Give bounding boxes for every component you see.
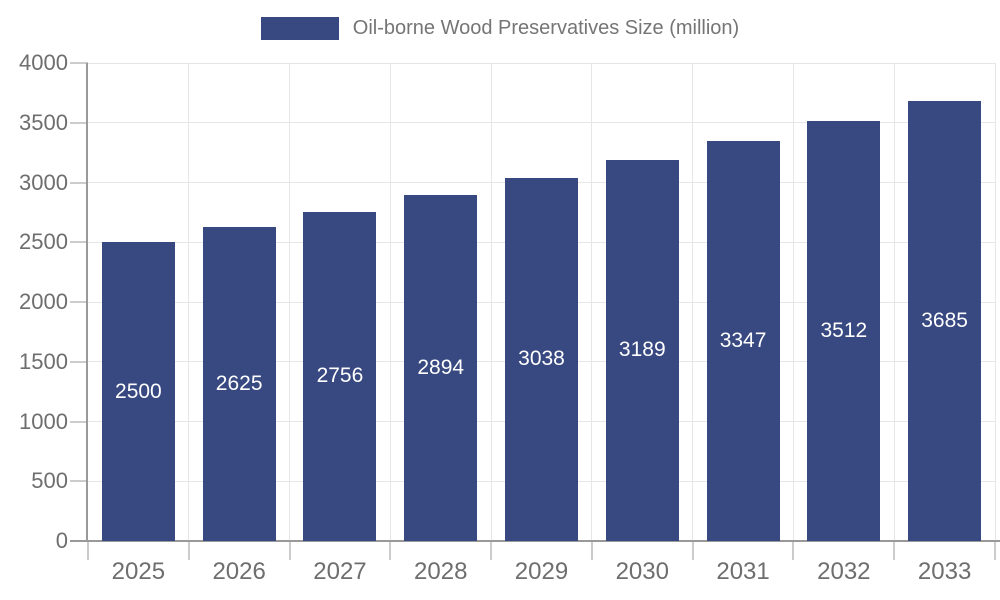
v-gridline (389, 63, 391, 541)
x-tick-label: 2028 (414, 558, 468, 585)
bar (605, 159, 679, 541)
y-tick-label: 2500 (19, 229, 68, 255)
y-axis-line (86, 63, 88, 541)
x-axis-tick (288, 541, 291, 560)
v-gridline (893, 63, 895, 541)
bar (706, 141, 780, 541)
v-gridline (792, 63, 794, 541)
bar-value-label: 2625 (215, 372, 263, 396)
y-tick-label: 500 (31, 468, 68, 494)
x-tick-label: 2025 (111, 558, 166, 585)
y-axis-tick (70, 360, 88, 363)
bar (303, 211, 377, 541)
bar-value-label: 2500 (115, 379, 162, 403)
y-tick-label: 4000 (19, 50, 68, 75)
bar (202, 227, 276, 541)
x-tick-label: 2031 (716, 558, 770, 585)
x-tick-label: 2032 (817, 558, 871, 585)
y-axis-tick (70, 62, 88, 64)
v-gridline (692, 63, 694, 541)
bar (908, 100, 982, 541)
y-axis-tick (70, 480, 88, 483)
x-axis-tick (187, 541, 190, 560)
x-tick-label: 2026 (212, 558, 266, 585)
x-axis-tick (893, 541, 896, 560)
bar-value-label: 3685 (921, 308, 968, 332)
x-axis-tick (590, 541, 593, 560)
y-tick-label: 1000 (19, 408, 68, 434)
legend-label: Oil-borne Wood Preservatives Size (milli… (352, 17, 740, 39)
h-gridline (88, 62, 995, 64)
x-tick-label: 2029 (514, 558, 569, 585)
v-gridline (289, 63, 291, 541)
bar (101, 242, 175, 541)
y-tick-label: 1500 (19, 348, 68, 374)
y-axis-tick (70, 420, 88, 423)
x-axis-tick (87, 541, 89, 560)
bar-value-label: 3347 (719, 329, 767, 353)
bar (404, 195, 478, 541)
y-tick-label: 3000 (19, 169, 68, 195)
x-axis-tick (389, 541, 392, 560)
y-axis-tick (70, 121, 88, 124)
v-gridline (591, 63, 593, 541)
y-tick-label: 3500 (19, 109, 68, 135)
x-axis-tick (691, 541, 694, 560)
y-axis-tick (70, 181, 88, 184)
x-axis-tick (994, 541, 996, 560)
x-axis-line (70, 540, 1000, 542)
x-tick-label: 2030 (615, 558, 669, 585)
y-axis-tick (70, 301, 88, 303)
bar (505, 177, 578, 541)
x-tick-label: 2027 (313, 558, 367, 585)
x-axis-tick (792, 541, 795, 560)
bar-value-label: 2756 (316, 364, 364, 388)
bar-value-label: 3038 (518, 347, 565, 371)
bar (807, 121, 881, 541)
x-tick-label: 2033 (917, 558, 972, 585)
v-gridline (188, 63, 190, 541)
bar-value-label: 3189 (618, 338, 666, 362)
legend[interactable]: Oil-borne Wood Preservatives Size (milli… (0, 15, 1000, 41)
v-gridline (490, 63, 492, 541)
legend-swatch-icon (260, 16, 339, 40)
y-tick-label: 0 (55, 528, 68, 553)
x-axis-tick (490, 541, 493, 560)
bar-value-label: 3512 (820, 319, 868, 343)
bar-value-label: 2894 (417, 356, 465, 380)
v-gridline (994, 63, 996, 541)
h-gridline (88, 122, 995, 124)
y-axis-tick (70, 241, 88, 244)
y-tick-label: 2000 (19, 289, 68, 314)
